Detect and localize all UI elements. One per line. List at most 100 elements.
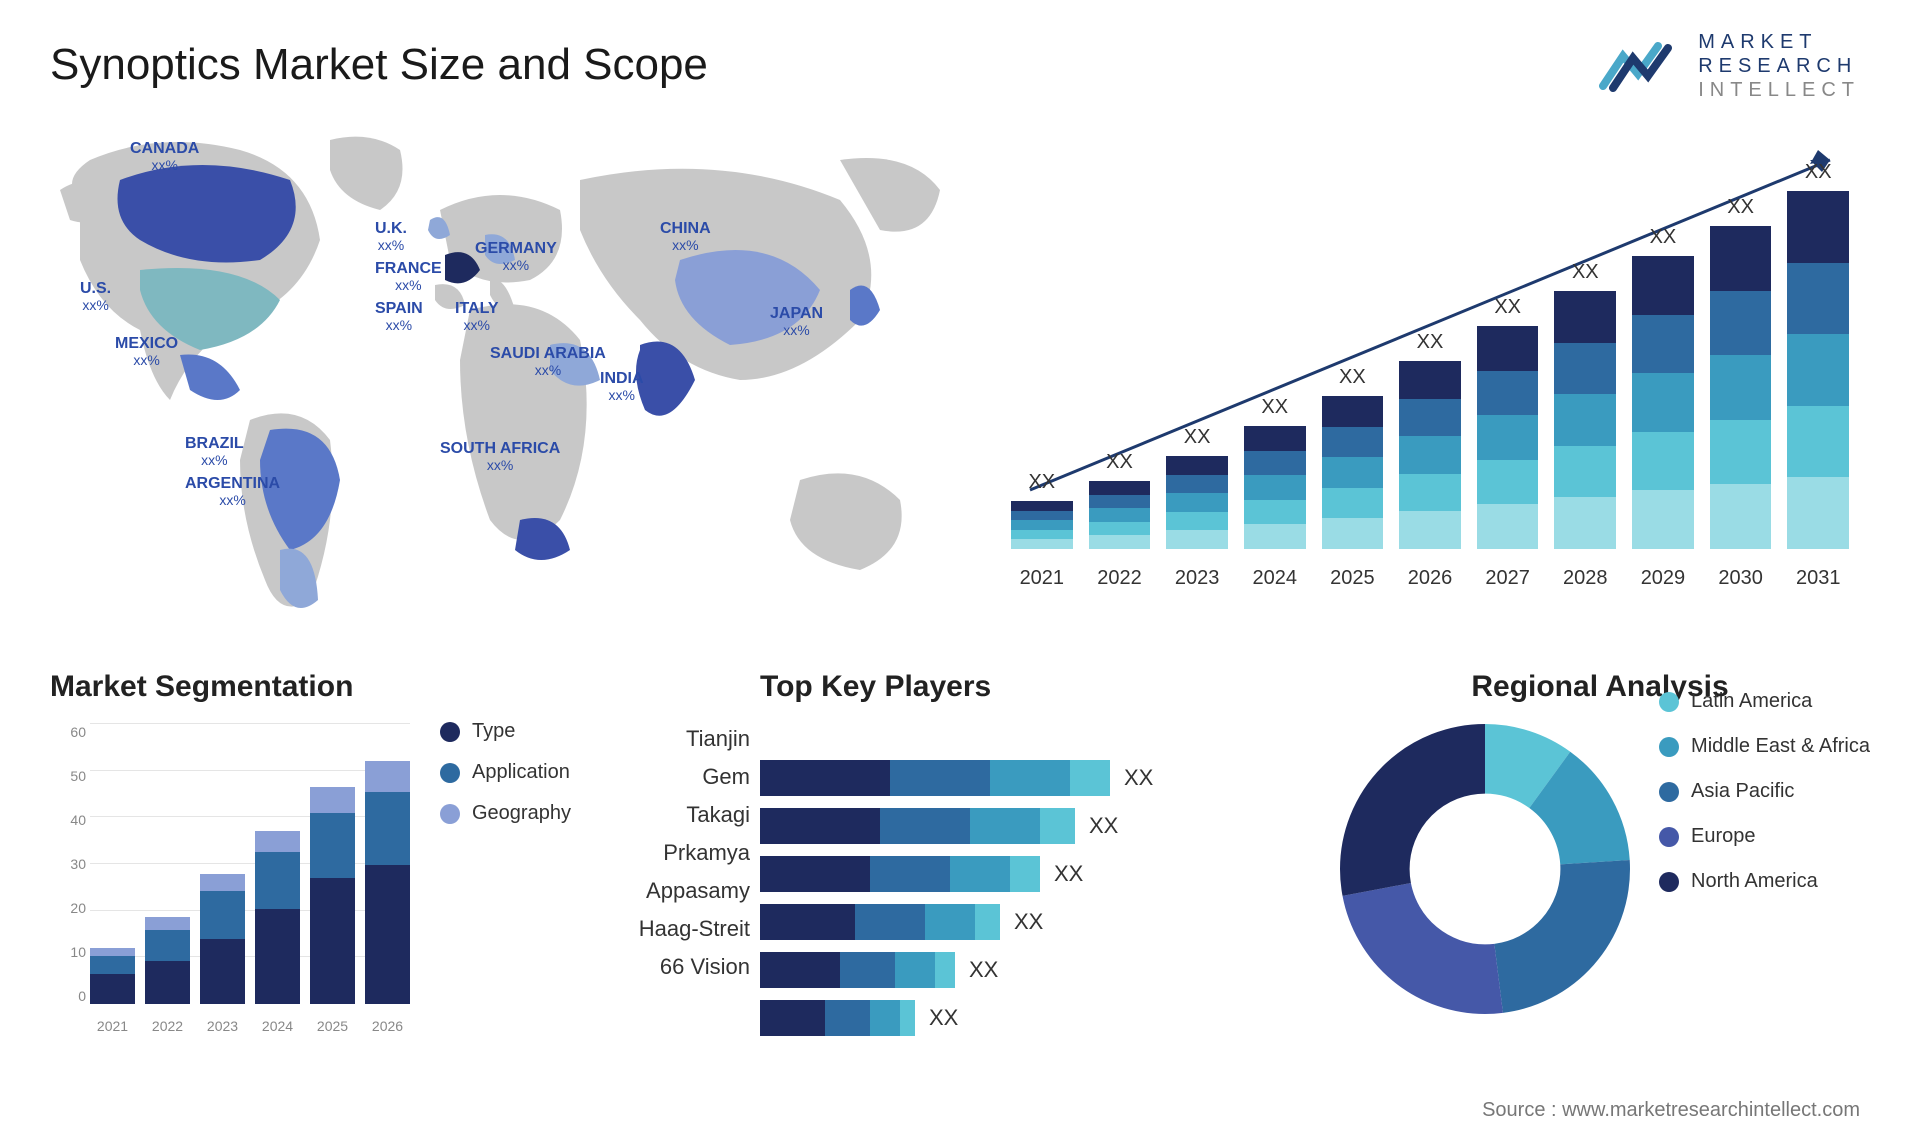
player-bar-row: XX [760, 760, 1380, 796]
logo-mark-icon [1598, 36, 1688, 96]
growth-year-label: 2022 [1088, 567, 1152, 590]
map-country-label: ARGENTINAxx% [185, 475, 280, 508]
segmentation-year-label: 2024 [255, 1018, 300, 1034]
player-bars: XXXXXXXXXXXX [760, 724, 1380, 1036]
growth-bar-value: XX [1166, 426, 1228, 449]
player-bar-value: XX [1089, 813, 1118, 839]
map-country-label: GERMANYxx% [475, 240, 557, 273]
player-bar-value: XX [1054, 861, 1083, 887]
segmentation-year-label: 2021 [90, 1018, 135, 1034]
player-name: Prkamya [610, 840, 750, 866]
legend-item: Asia Pacific [1659, 780, 1870, 803]
growth-bar: XX [1010, 500, 1074, 550]
growth-bar-value: XX [1399, 331, 1461, 354]
map-country-label: SAUDI ARABIAxx% [490, 345, 606, 378]
growth-year-label: 2021 [1010, 567, 1074, 590]
growth-bar: XX [1476, 325, 1540, 550]
growth-bar-value: XX [1710, 196, 1772, 219]
map-country-label: U.K.xx% [375, 220, 407, 253]
player-bar-row: XX [760, 1000, 1380, 1036]
segmentation-bar [255, 831, 300, 1004]
growth-bar-value: XX [1322, 366, 1384, 389]
growth-year-label: 2031 [1786, 567, 1850, 590]
segmentation-bar [365, 761, 410, 1004]
growth-year-label: 2027 [1476, 567, 1540, 590]
growth-bar-value: XX [1554, 261, 1616, 284]
player-name: 66 Vision [610, 954, 750, 980]
world-map-svg [40, 120, 960, 640]
key-players-section: Top Key Players TianjinGemTakagiPrkamyaA… [760, 670, 1380, 1036]
segmentation-bar [200, 874, 245, 1004]
segmentation-legend: TypeApplicationGeography [440, 720, 571, 825]
growth-bar-chart: XXXXXXXXXXXXXXXXXXXXXX 20212022202320242… [1010, 150, 1850, 590]
legend-item: Middle East & Africa [1659, 735, 1870, 758]
player-bar-value: XX [929, 1005, 958, 1031]
logo-text-3: INTELLECT [1698, 78, 1860, 102]
brand-logo: MARKET RESEARCH INTELLECT [1598, 30, 1860, 102]
regional-donut-chart [1340, 724, 1630, 1014]
legend-item: Latin America [1659, 690, 1870, 713]
legend-item: North America [1659, 870, 1870, 893]
map-country-label: BRAZILxx% [185, 435, 244, 468]
map-country-label: MEXICOxx% [115, 335, 178, 368]
player-bar-row: XX [760, 856, 1380, 892]
growth-bar-value: XX [1477, 296, 1539, 319]
segmentation-chart: 6050403020100 202120222023202420252026 [50, 724, 410, 1034]
map-country-label: ITALYxx% [455, 300, 499, 333]
map-country-label: CHINAxx% [660, 220, 711, 253]
map-country-label: U.S.xx% [80, 280, 111, 313]
legend-item: Type [440, 720, 571, 743]
growth-bar: XX [1165, 455, 1229, 550]
growth-bar-value: XX [1089, 451, 1151, 474]
map-country-label: SOUTH AFRICAxx% [440, 440, 560, 473]
growth-bar: XX [1243, 425, 1307, 550]
growth-year-label: 2024 [1243, 567, 1307, 590]
growth-bar: XX [1553, 290, 1617, 550]
segmentation-bar [145, 917, 190, 1004]
player-bar-value: XX [1124, 765, 1153, 791]
growth-year-label: 2025 [1321, 567, 1385, 590]
player-bar-value: XX [1014, 909, 1043, 935]
segmentation-bar [90, 948, 135, 1004]
growth-bar-value: XX [1632, 226, 1694, 249]
player-bar-row: XX [760, 952, 1380, 988]
map-country-label: SPAINxx% [375, 300, 423, 333]
growth-bar: XX [1321, 395, 1385, 550]
map-country-label: FRANCExx% [375, 260, 442, 293]
world-map: CANADAxx%U.S.xx%MEXICOxx%BRAZILxx%ARGENT… [40, 120, 960, 640]
growth-year-label: 2028 [1553, 567, 1617, 590]
legend-item: Europe [1659, 825, 1870, 848]
player-name: Haag-Streit [610, 916, 750, 942]
source-attribution: Source : www.marketresearchintellect.com [1482, 1099, 1860, 1122]
player-name-list: TianjinGemTakagiPrkamyaAppasamyHaag-Stre… [610, 726, 750, 980]
regional-section: Regional Analysis Latin AmericaMiddle Ea… [1340, 670, 1860, 1014]
segmentation-section: Market Segmentation 6050403020100 202120… [50, 670, 630, 1034]
legend-item: Application [440, 761, 571, 784]
growth-bar-value: XX [1787, 161, 1849, 184]
growth-bar-value: XX [1011, 471, 1073, 494]
player-name: Tianjin [610, 726, 750, 752]
map-country-label: JAPANxx% [770, 305, 823, 338]
logo-text-2: RESEARCH [1698, 54, 1860, 78]
segmentation-year-label: 2026 [365, 1018, 410, 1034]
player-name: Appasamy [610, 878, 750, 904]
page-title: Synoptics Market Size and Scope [50, 40, 708, 90]
logo-text-1: MARKET [1698, 30, 1860, 54]
segmentation-year-label: 2025 [310, 1018, 355, 1034]
regional-legend: Latin America Middle East & Africa Asia Pa… [1659, 690, 1870, 893]
growth-bar: XX [1709, 225, 1773, 550]
growth-bar: XX [1398, 360, 1462, 550]
map-country-label: INDIAxx% [600, 370, 644, 403]
growth-bar-value: XX [1244, 396, 1306, 419]
player-name: Gem [610, 764, 750, 790]
growth-year-label: 2023 [1165, 567, 1229, 590]
segmentation-year-label: 2022 [145, 1018, 190, 1034]
key-players-title: Top Key Players [760, 670, 1380, 704]
growth-bar: XX [1631, 255, 1695, 550]
growth-bar: XX [1088, 480, 1152, 550]
player-bar-row: XX [760, 808, 1380, 844]
segmentation-year-label: 2023 [200, 1018, 245, 1034]
growth-bar: XX [1786, 190, 1850, 550]
growth-year-label: 2029 [1631, 567, 1695, 590]
growth-year-label: 2026 [1398, 567, 1462, 590]
